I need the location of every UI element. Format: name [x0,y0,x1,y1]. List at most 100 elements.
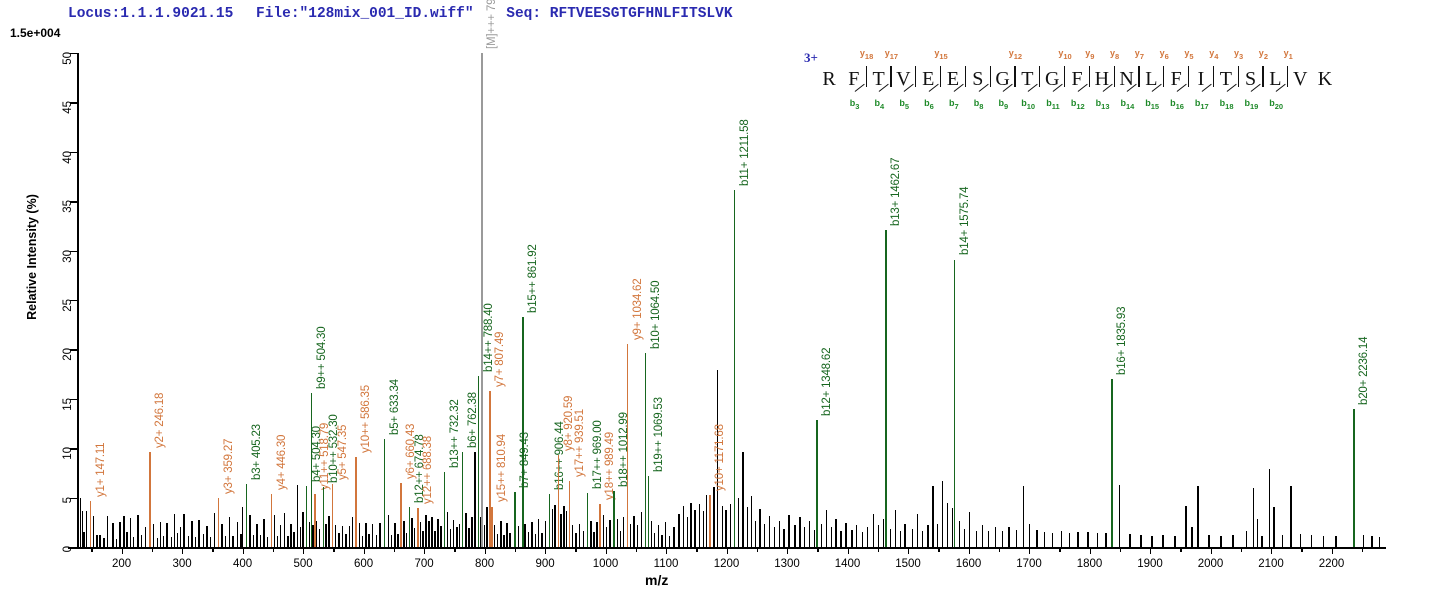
peak-unassigned [465,513,467,547]
residue: H [1094,68,1110,90]
peak-unassigned [551,509,554,547]
peak-unassigned [176,533,178,547]
residue: S [972,68,984,90]
x-tick-major [1210,548,1212,554]
x-tick-major [424,548,426,554]
peak-unassigned [107,516,109,547]
peak-unassigned [578,524,581,547]
x-tick-minor [333,548,335,552]
peak-unassigned [413,528,416,547]
residue: I [1197,68,1205,90]
residue: F [1071,68,1083,90]
peak-unassigned [1268,468,1271,547]
peak-unassigned [352,517,354,547]
peak-unassigned [162,536,165,547]
peak-unassigned [228,517,231,547]
x-tick-label: 1400 [834,558,861,570]
peak-unassigned [191,521,193,547]
peak-unassigned [705,494,708,547]
peak-unassigned [968,512,970,547]
peak-unassigned [702,511,705,547]
cleavage-mark [1262,66,1264,87]
peak-unassigned [447,512,449,547]
sequence-text: Seq: RFTVEESGTGFHNLFITSLVK [506,6,733,22]
b-ion-label: b10 [1021,98,1036,111]
peak-unassigned [889,529,892,547]
residue: S [1245,68,1257,90]
peak-unassigned [440,526,442,547]
peak-unassigned [252,535,255,547]
peak-unassigned [1252,487,1255,547]
x-tick-label: 800 [474,558,495,570]
peak-b [461,452,464,547]
peak-unassigned [1256,519,1258,547]
peak-unassigned [778,521,780,547]
peak-unassigned [206,526,208,547]
peak-unassigned [315,521,318,547]
peak-unassigned [899,531,901,547]
peak-label: b18++ 1012.99 [618,411,631,487]
x-tick-minor [514,548,517,552]
peak-unassigned [531,522,533,547]
peak-unassigned [338,533,340,547]
peak-unassigned [358,523,361,547]
peak-unassigned [1077,532,1079,547]
b-ion-label: b8 [973,98,984,111]
peak-unassigned [506,523,508,547]
locus-text: Locus:1.1.1.9021.15 [68,6,234,22]
b-ion-label: b18 [1219,98,1234,111]
x-tick-major [787,548,789,554]
x-tick-minor [1240,548,1243,552]
peak-unassigned [345,534,347,547]
x-axis-line [68,547,1386,549]
y-ion-label: y10 [1058,48,1072,61]
peak-unassigned [1220,536,1222,547]
peak-unassigned [845,523,847,547]
x-tick-label: 1100 [653,558,679,570]
peak-y [491,506,493,547]
peak-unassigned [240,534,242,547]
x-tick-label: 1200 [713,558,740,570]
peak-unassigned [123,516,125,547]
peak-unassigned [617,519,619,547]
peak-unassigned [486,506,488,547]
peak-y [568,480,571,547]
y-ion-label: y17 [884,48,899,61]
peak-unassigned [951,508,953,547]
peak-unassigned [349,526,351,547]
y-tick-label: 0 [62,546,74,553]
peak-unassigned [1174,536,1176,547]
y-ion-label: y3 [1234,48,1244,61]
peak-label: y10++ 586.35 [360,385,373,454]
peak-unassigned [302,512,304,547]
peak-unassigned [1162,535,1164,547]
x-tick-minor [696,548,698,552]
x-tick-major [1271,548,1273,554]
b-ion-label: b5 [899,98,910,111]
x-tick-label: 600 [353,558,374,570]
cleavage-mark [1212,66,1214,87]
peak-unassigned [1096,533,1099,547]
peak-unassigned [221,524,223,547]
x-tick-label: 2100 [1258,558,1284,570]
x-tick-major [1089,548,1091,554]
peak-unassigned [927,525,929,547]
intensity-scale-label: 1.5e+004 [10,26,61,40]
x-tick-minor [938,548,940,552]
x-tick-label: 500 [293,558,313,570]
peak-unassigned [788,515,790,547]
residue: F [1170,68,1182,90]
peak-unassigned [318,529,321,547]
peak-unassigned [260,535,262,547]
x-tick-label: 2000 [1197,558,1224,570]
peak-unassigned [379,523,381,547]
residue: K [1317,68,1333,90]
peak-unassigned [368,534,370,547]
cleavage-mark [1088,66,1090,87]
peak-unassigned [560,514,562,547]
residue: L [1145,68,1158,90]
peak-unassigned [419,522,422,547]
peak-unassigned [746,507,748,547]
peak-label: y4+ 446.30 [275,434,288,490]
